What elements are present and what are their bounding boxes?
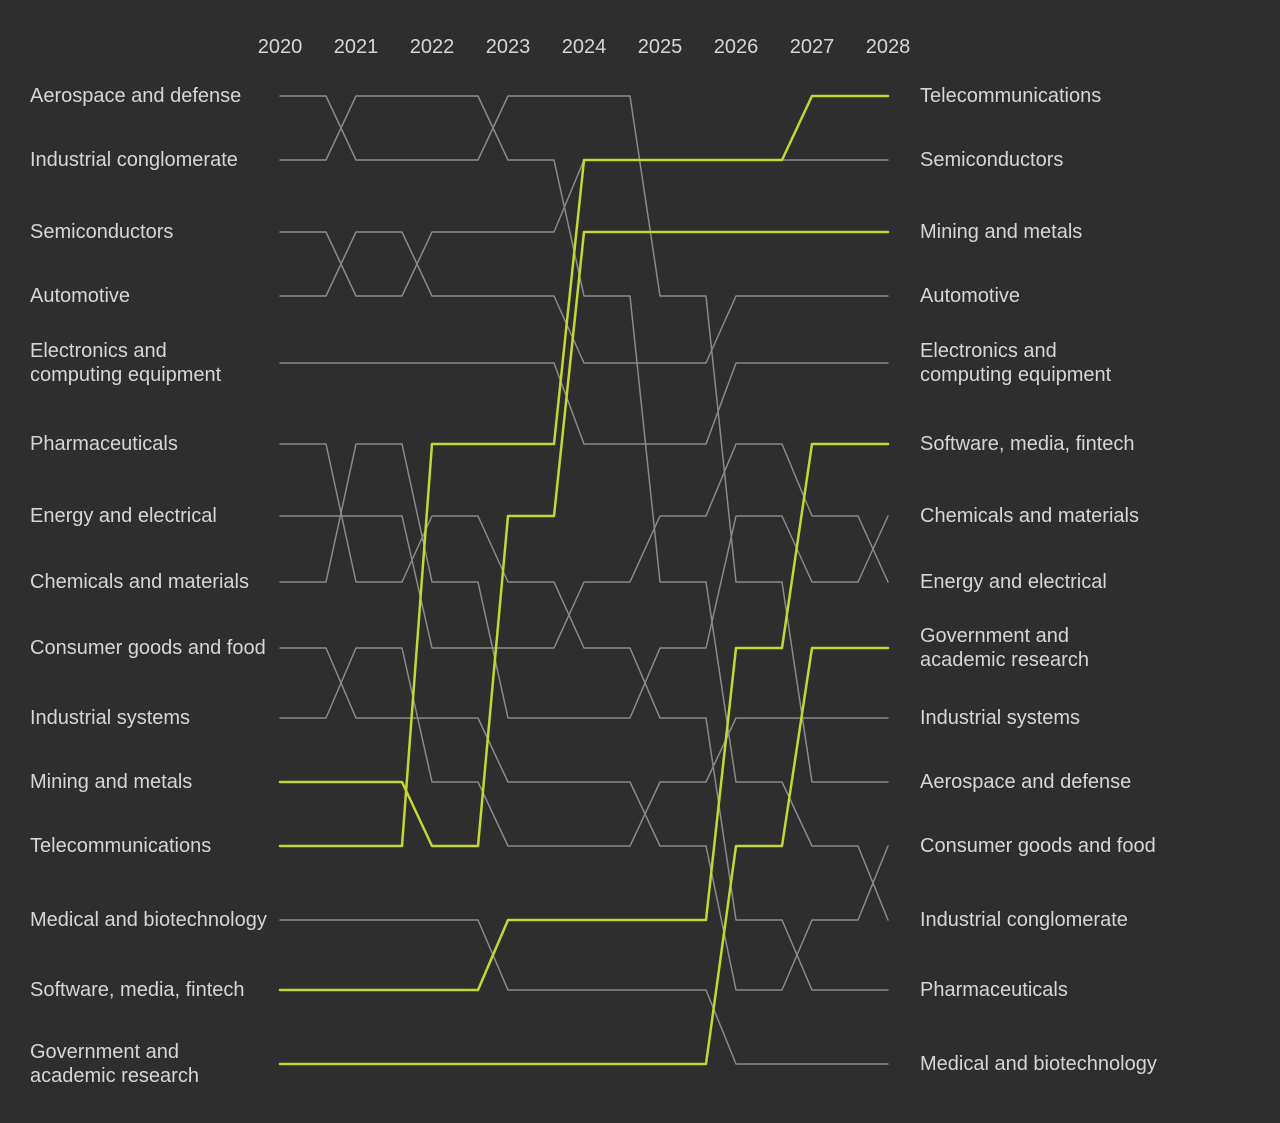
category-label-left: Pharmaceuticals xyxy=(30,432,178,456)
series-line xyxy=(280,96,888,782)
category-label-left: Industrial systems xyxy=(30,706,190,730)
series-line xyxy=(280,444,888,990)
category-label-left: Medical and biotechnology xyxy=(30,908,267,932)
category-label-right: Semiconductors xyxy=(920,148,1063,172)
category-label-right: Telecommunications xyxy=(920,84,1101,108)
category-label-left: Semiconductors xyxy=(30,220,173,244)
category-label-right: Consumer goods and food xyxy=(920,834,1156,858)
series-line xyxy=(280,96,888,920)
series-line xyxy=(280,363,888,444)
category-label-left: Energy and electrical xyxy=(30,504,217,528)
category-label-left: Aerospace and defense xyxy=(30,84,241,108)
series-line xyxy=(280,920,888,1064)
series-line xyxy=(280,648,888,1064)
category-label-right: Pharmaceuticals xyxy=(920,978,1068,1002)
category-label-right: Energy and electrical xyxy=(920,570,1107,594)
category-label-right: Industrial conglomerate xyxy=(920,908,1128,932)
category-label-right: Software, media, fintech xyxy=(920,432,1135,456)
category-label-left: Telecommunications xyxy=(30,834,211,858)
category-label-right: Automotive xyxy=(920,284,1020,308)
category-label-left: Software, media, fintech xyxy=(30,978,245,1002)
series-line xyxy=(280,232,888,363)
year-label: 2027 xyxy=(790,36,835,59)
category-label-right: Mining and metals xyxy=(920,220,1082,244)
category-label-right: Chemicals and materials xyxy=(920,504,1139,528)
category-label-left: Chemicals and materials xyxy=(30,570,249,594)
category-label-right: Aerospace and defense xyxy=(920,770,1131,794)
year-label: 2026 xyxy=(714,36,759,59)
category-label-right: Medical and biotechnology xyxy=(920,1052,1157,1076)
year-label: 2020 xyxy=(258,36,303,59)
year-label: 2023 xyxy=(486,36,531,59)
category-label-left: Automotive xyxy=(30,284,130,308)
category-label-left: Industrial conglomerate xyxy=(30,148,238,172)
year-label: 2021 xyxy=(334,36,379,59)
category-label-right: Industrial systems xyxy=(920,706,1080,730)
year-label: 2028 xyxy=(866,36,911,59)
category-label-left: Mining and metals xyxy=(30,770,192,794)
category-label-right: Government and academic research xyxy=(920,624,1089,672)
series-line xyxy=(280,648,888,990)
series-line xyxy=(280,444,888,990)
year-label: 2024 xyxy=(562,36,607,59)
series-line xyxy=(280,96,888,846)
category-label-left: Consumer goods and food xyxy=(30,636,266,660)
year-label: 2025 xyxy=(638,36,683,59)
year-label: 2022 xyxy=(410,36,455,59)
category-label-right: Electronics and computing equipment xyxy=(920,339,1111,387)
bump-chart: 2020 2021 2022 2023 2024 2025 2026 2027 2028 Aero… xyxy=(0,0,1280,1123)
series-line xyxy=(280,160,888,296)
category-label-left: Electronics and computing equipment xyxy=(30,339,221,387)
category-label-left: Government and academic research xyxy=(30,1040,199,1088)
